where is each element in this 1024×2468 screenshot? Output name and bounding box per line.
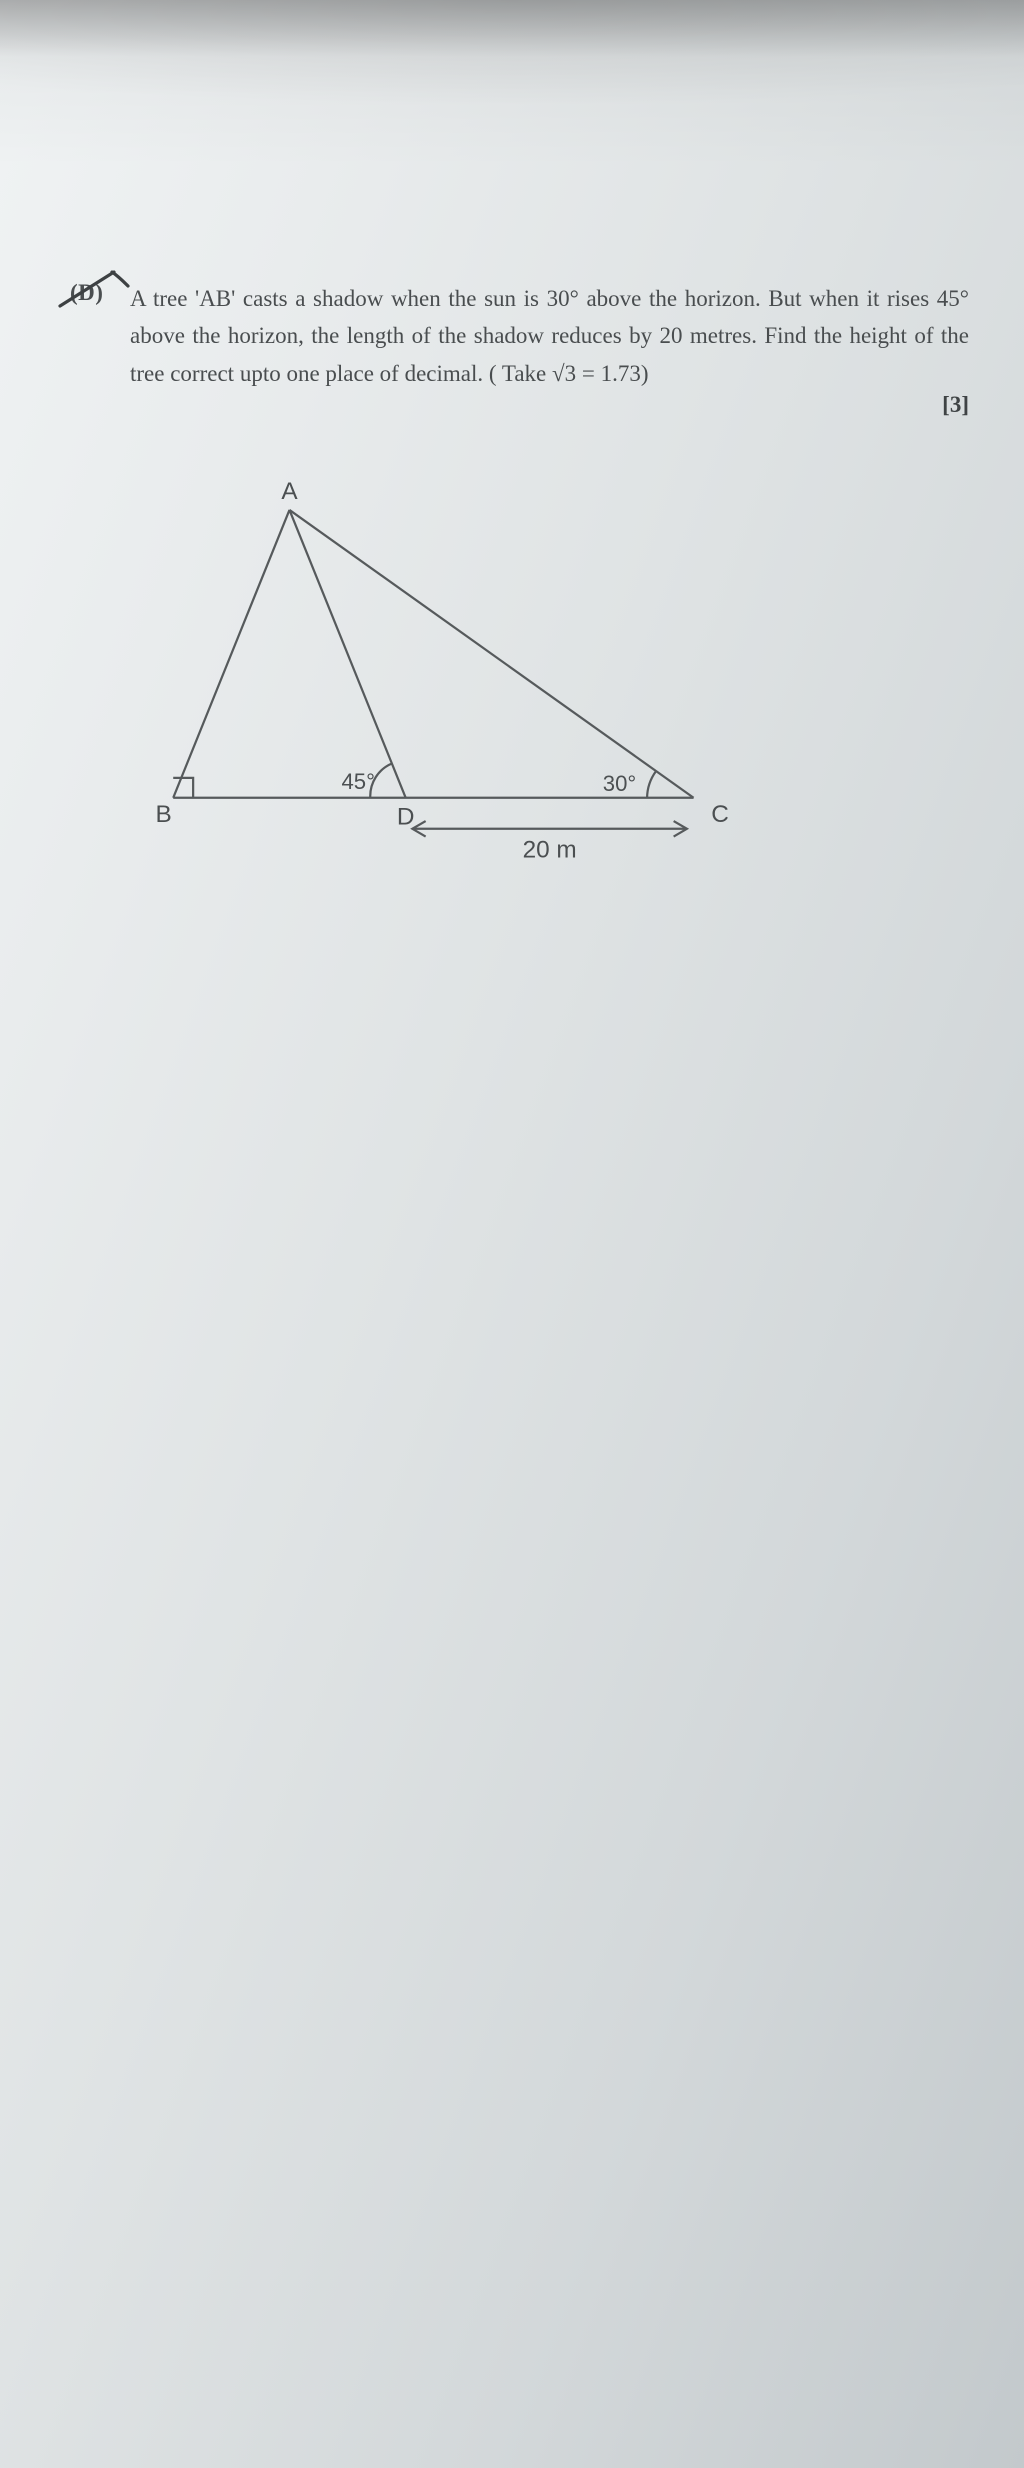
vertex-a-label: A bbox=[281, 478, 298, 505]
angle-30-arc bbox=[647, 771, 656, 798]
question-block: (D) A tree 'AB' casts a shadow when the … bbox=[70, 280, 969, 392]
question-line-3: upto one place of decimal. ( Take √3 = 1… bbox=[240, 361, 649, 386]
page-ridge-shadow bbox=[0, 0, 1024, 240]
triangle-lines bbox=[173, 510, 693, 798]
triangle-figure: A B D C 45° 30° 20 m bbox=[140, 476, 760, 836]
question-text: A tree 'AB' casts a shadow when the sun … bbox=[130, 280, 969, 392]
dc-arrow bbox=[412, 821, 687, 837]
angle-30-label: 30° bbox=[603, 771, 636, 796]
vertex-c-label: C bbox=[711, 801, 729, 828]
vertex-d-label: D bbox=[397, 803, 415, 830]
page-top-shadow bbox=[0, 0, 1024, 60]
question-row: (D) A tree 'AB' casts a shadow when the … bbox=[70, 280, 969, 392]
vertex-b-label: B bbox=[156, 801, 172, 828]
dc-length-label: 20 m bbox=[523, 837, 577, 864]
page: (D) A tree 'AB' casts a shadow when the … bbox=[0, 0, 1024, 2468]
question-label-wrap: (D) bbox=[70, 280, 126, 306]
question-marks: [3] bbox=[942, 392, 969, 418]
angle-45-label: 45° bbox=[342, 769, 375, 794]
triangle-svg: A B D C 45° 30° 20 m bbox=[140, 476, 760, 876]
question-label: (D) bbox=[70, 280, 103, 305]
